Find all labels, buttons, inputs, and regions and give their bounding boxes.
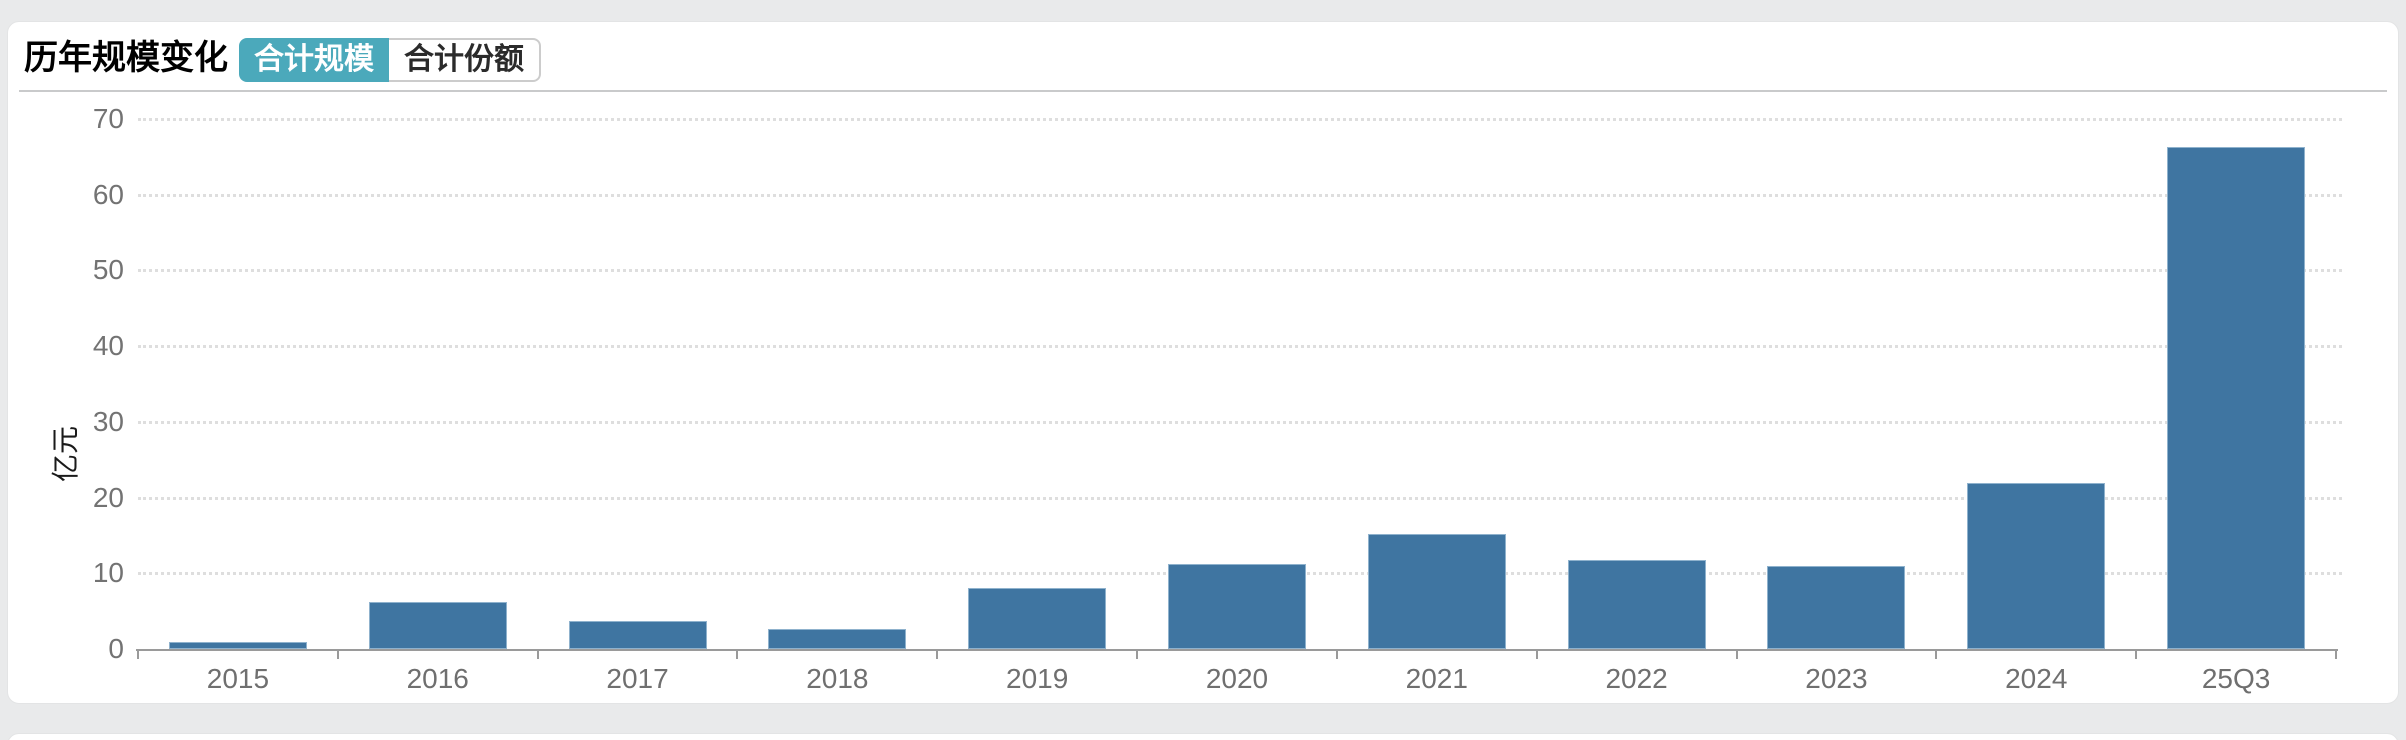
x-axis-label-2016: 2016 xyxy=(406,663,469,694)
tab-group: 合计规模 合计份额 xyxy=(239,38,541,82)
x-axis-label-2023: 2023 xyxy=(1805,663,1868,694)
bar-2018[interactable] xyxy=(768,629,907,649)
header-separator xyxy=(19,90,2387,92)
gridline-50 xyxy=(138,269,2342,273)
x-axis-label-2017: 2017 xyxy=(606,663,669,694)
bar-2023[interactable] xyxy=(1767,565,1906,649)
tab-total-share[interactable]: 合计份额 xyxy=(389,38,541,82)
x-axis-label-2015: 2015 xyxy=(206,663,270,694)
x-axis-tick xyxy=(736,650,739,659)
x-axis-label-2022: 2022 xyxy=(1605,663,1668,694)
gridline-40 xyxy=(138,345,2342,349)
chart-title: 历年规模变化 xyxy=(24,39,228,77)
tab-total-scale[interactable]: 合计规模 xyxy=(239,38,389,82)
x-axis-tick xyxy=(137,650,139,659)
x-axis-tick xyxy=(2335,650,2337,659)
y-axis-tick-label-70: 70 xyxy=(92,103,124,134)
x-axis-tick xyxy=(936,650,939,659)
bar-2024[interactable] xyxy=(1967,483,2106,649)
bar-2017[interactable] xyxy=(568,620,707,649)
gridline-60 xyxy=(138,193,2342,197)
x-axis-tick xyxy=(536,650,539,659)
chart-card: 历年规模变化 合计规模 合计份额 亿元 0 10 20 30 40 50 60 70 2015 2… xyxy=(7,21,2399,704)
x-axis-tick xyxy=(1335,650,1338,659)
y-axis-tick-label-10: 10 xyxy=(92,557,124,589)
y-axis-tick-label-60: 60 xyxy=(92,178,124,210)
next-card-edge xyxy=(7,733,2399,740)
bar-2020[interactable] xyxy=(1168,564,1306,649)
bar-2016[interactable] xyxy=(368,602,507,649)
y-axis-tick-label-0: 0 xyxy=(108,633,124,664)
x-axis-tick xyxy=(1535,650,1538,659)
gridline-20 xyxy=(138,496,2342,500)
y-axis-tick-label-50: 50 xyxy=(92,254,124,286)
bar-2015[interactable] xyxy=(168,642,307,649)
x-axis-label-25Q3: 25Q3 xyxy=(2201,663,2271,694)
y-axis-tick-label-40: 40 xyxy=(92,330,124,362)
x-axis-label-2019: 2019 xyxy=(1006,663,1069,694)
x-axis-tick xyxy=(2135,650,2138,659)
x-axis-tick xyxy=(1136,650,1139,659)
y-axis-tick-label-20: 20 xyxy=(92,481,124,513)
x-axis-tick xyxy=(1935,650,1938,659)
bar-25Q3[interactable] xyxy=(2167,147,2306,649)
x-axis-label-2021: 2021 xyxy=(1405,663,1468,694)
gridline-70 xyxy=(138,118,2342,121)
y-axis-tick-label-30: 30 xyxy=(92,405,124,437)
bar-2022[interactable] xyxy=(1567,560,1706,649)
x-axis-tick xyxy=(1735,650,1738,659)
x-axis-line xyxy=(136,649,2338,651)
gridline-30 xyxy=(138,420,2342,424)
x-axis-label-2024: 2024 xyxy=(2005,663,2068,694)
bar-2021[interactable] xyxy=(1367,533,1506,649)
x-axis-tick xyxy=(336,650,339,659)
chart-header: 历年规模变化 合计规模 合计份额 xyxy=(8,22,2398,90)
bar-chart: 亿元 0 10 20 30 40 50 60 70 2015 2016 2017 2018 2019 20… xyxy=(8,92,2398,703)
x-axis-label-2018: 2018 xyxy=(806,663,869,694)
bar-2019[interactable] xyxy=(968,588,1107,649)
x-axis-label-2020: 2020 xyxy=(1205,663,1269,694)
